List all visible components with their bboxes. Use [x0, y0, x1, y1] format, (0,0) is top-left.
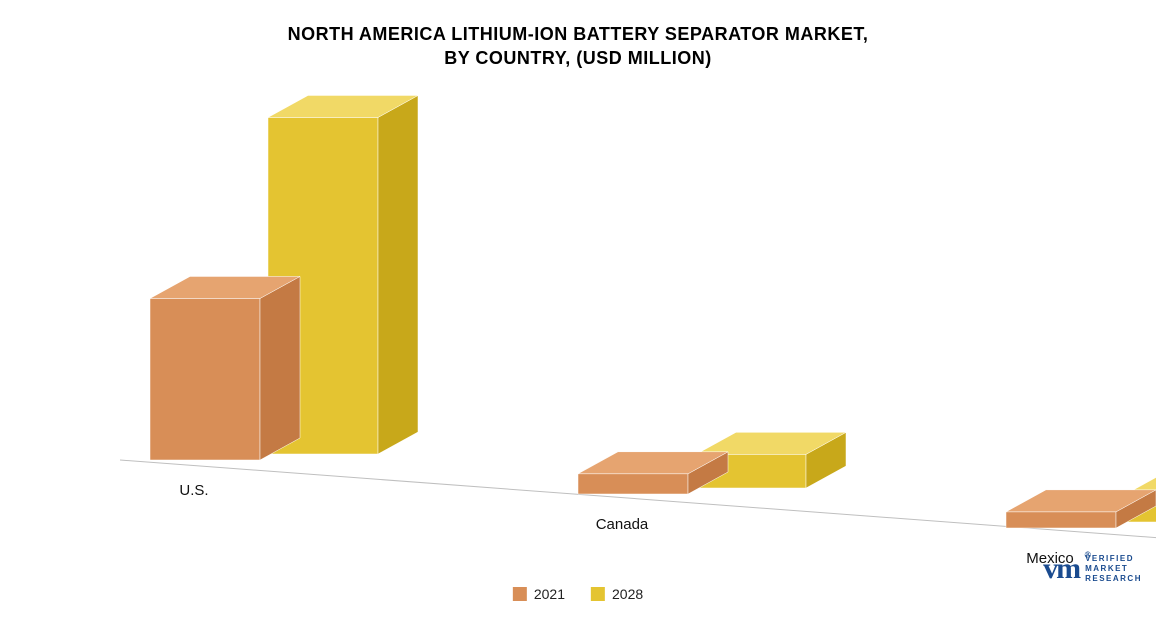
x-label-us: U.S.: [134, 482, 254, 499]
legend-label-2021: 2021: [534, 586, 565, 602]
legend-label-2028: 2028: [612, 586, 643, 602]
legend-item-2021: 2021: [513, 586, 565, 602]
legend-swatch-2028: [591, 587, 605, 601]
x-label-canada: Canada: [562, 516, 682, 533]
logo-text: VERIFIED MARKET RESEARCH: [1085, 554, 1142, 584]
logo-mark: vm ®: [1043, 552, 1079, 586]
legend-item-2028: 2028: [591, 586, 643, 602]
legend-swatch-2021: [513, 587, 527, 601]
registered-icon: ®: [1084, 550, 1089, 560]
legend: 2021 2028: [513, 586, 643, 602]
brand-logo: vm ® VERIFIED MARKET RESEARCH: [1043, 552, 1142, 586]
